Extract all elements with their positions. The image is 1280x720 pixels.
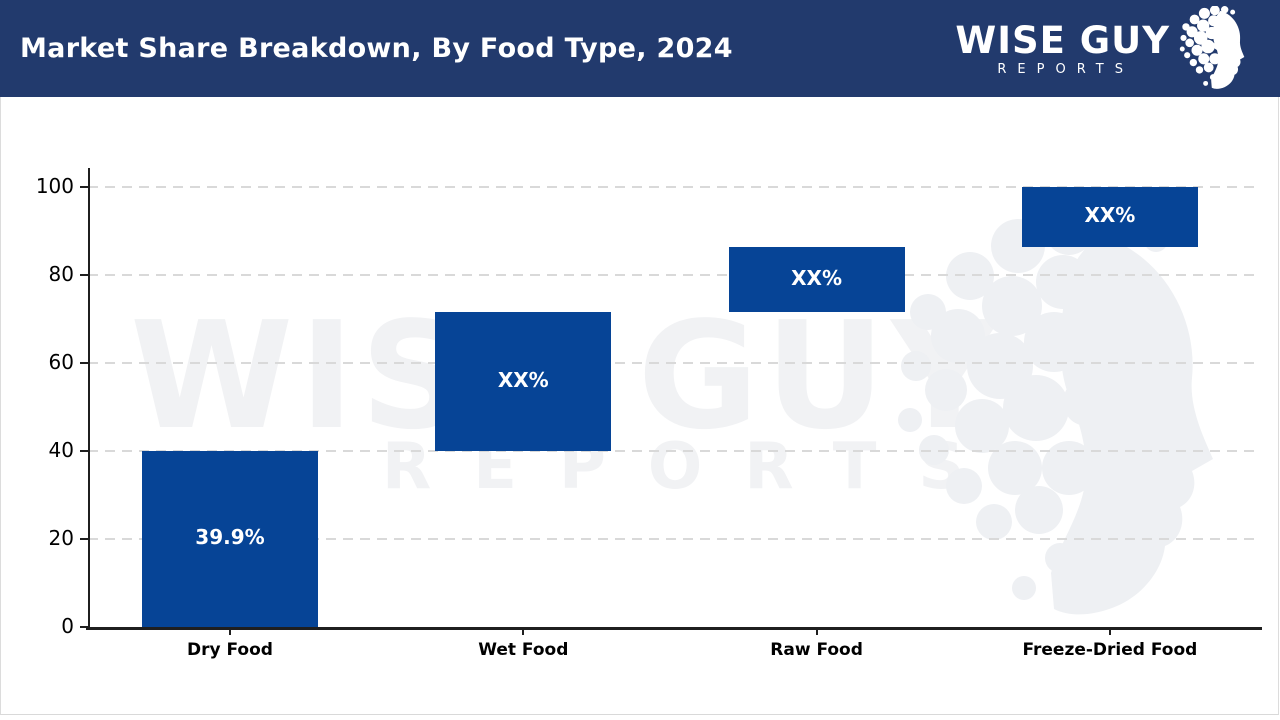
y-tick-mark [80, 186, 88, 188]
y-tick-mark [80, 450, 88, 452]
y-tick-mark [80, 626, 88, 628]
bar [728, 247, 905, 313]
bar-value-label: 39.9% [195, 525, 265, 550]
brand-head-icon [1179, 5, 1245, 89]
x-tick-mark [229, 627, 231, 635]
bar-value-label: XX% [1084, 203, 1136, 228]
x-axis-line [86, 627, 1262, 630]
header-bar: Market Share Breakdown, By Food Type, 20… [0, 0, 1280, 97]
bar-value-label: XX% [497, 367, 549, 392]
x-tick-mark [1108, 627, 1111, 635]
y-tick-label: 0 [61, 614, 74, 638]
watermark-head-icon [898, 210, 1213, 615]
x-category-label: Wet Food [478, 640, 569, 660]
y-tick-label: 20 [48, 526, 74, 550]
bar-value-label: XX% [791, 265, 843, 290]
x-category-label: Raw Food [770, 640, 863, 660]
y-tick-mark [80, 274, 88, 276]
grid-line [88, 450, 1260, 452]
grid-line [88, 362, 1260, 364]
brand-logo: WISE GUY REPORTS [955, 5, 1254, 92]
x-tick-mark [815, 627, 818, 635]
grid-line [88, 274, 1260, 276]
page-title: Market Share Breakdown, By Food Type, 20… [20, 33, 733, 64]
x-category-label: Dry Food [187, 640, 273, 660]
y-tick-label: 100 [35, 174, 74, 198]
bar [435, 312, 612, 451]
y-tick-label: 40 [48, 438, 74, 462]
brand-text: WISE GUY REPORTS [955, 22, 1170, 76]
y-tick-mark [80, 362, 88, 364]
y-tick-label: 80 [48, 262, 74, 286]
bar [142, 451, 318, 627]
y-tick-label: 60 [48, 350, 74, 374]
x-category-label: Freeze-Dried Food [1022, 640, 1198, 660]
y-axis-line [88, 168, 90, 630]
brand-subname: REPORTS [997, 61, 1134, 77]
bar [1021, 187, 1198, 248]
brand-name: WISE GUY [955, 18, 1170, 62]
grid-line [88, 538, 1260, 540]
y-tick-mark [80, 538, 88, 540]
grid-line [88, 186, 1260, 188]
x-tick-mark [522, 627, 525, 635]
